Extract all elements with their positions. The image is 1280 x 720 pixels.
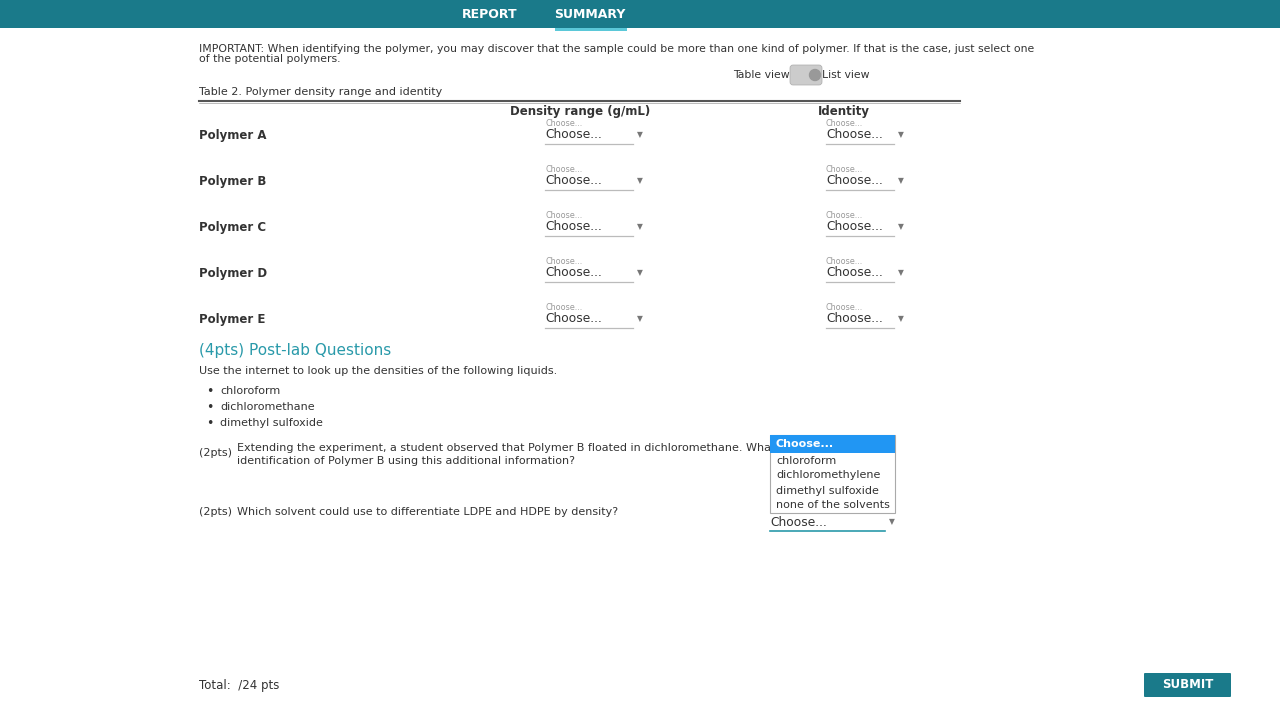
Text: Choose...: Choose... (545, 220, 602, 233)
Text: Extending the experiment, a student observed that Polymer B floated in dichlorom: Extending the experiment, a student obse… (237, 443, 873, 453)
Text: Polymer C: Polymer C (198, 220, 266, 233)
Text: List view: List view (822, 70, 869, 80)
Text: dichloromethylene: dichloromethylene (776, 470, 881, 480)
Text: Choose...: Choose... (771, 516, 827, 528)
Text: Choose...: Choose... (545, 166, 582, 174)
Text: Choose...: Choose... (545, 212, 582, 220)
Text: dimethyl sulfoxide: dimethyl sulfoxide (220, 418, 323, 428)
Text: Table view: Table view (733, 70, 790, 80)
Text: Total:  /24 pts: Total: /24 pts (198, 678, 279, 691)
Bar (771, 435, 895, 513)
Text: Identity: Identity (818, 106, 870, 119)
Text: IMPORTANT: When identifying the polymer, you may discover that the sample could : IMPORTANT: When identifying the polymer,… (198, 44, 1034, 54)
Text: Choose...: Choose... (826, 304, 863, 312)
Text: Choose...: Choose... (826, 266, 883, 279)
Text: dichloromethane: dichloromethane (220, 402, 315, 412)
Text: ▼: ▼ (637, 222, 643, 232)
Text: Choose...: Choose... (826, 220, 883, 233)
Circle shape (809, 70, 820, 81)
Text: of the potential polymers.: of the potential polymers. (198, 54, 340, 64)
Text: Choose...: Choose... (545, 128, 602, 142)
Text: ▼: ▼ (637, 269, 643, 277)
Text: •: • (206, 416, 214, 430)
Text: Polymer E: Polymer E (198, 312, 265, 325)
Text: Polymer D: Polymer D (198, 266, 268, 279)
Text: ▼: ▼ (899, 176, 904, 186)
Text: dimethyl sulfoxide: dimethyl sulfoxide (776, 485, 879, 495)
Text: •: • (206, 400, 214, 413)
Text: chloroform: chloroform (220, 386, 280, 396)
Text: Choose...: Choose... (545, 120, 582, 128)
Text: Choose...: Choose... (545, 266, 602, 279)
Text: ▼: ▼ (637, 315, 643, 323)
Text: none of the solvents: none of the solvents (776, 500, 890, 510)
Text: Choose...: Choose... (826, 174, 883, 187)
Text: Choose...: Choose... (545, 312, 602, 325)
Text: REPORT: REPORT (462, 7, 518, 20)
Text: ▼: ▼ (899, 130, 904, 140)
Text: Which solvent could use to differentiate LDPE and HDPE by density?: Which solvent could use to differentiate… (237, 507, 618, 517)
Text: ▼: ▼ (890, 518, 895, 526)
Text: (2pts): (2pts) (198, 507, 232, 517)
Text: Choose...: Choose... (545, 258, 582, 266)
Text: ▼: ▼ (899, 315, 904, 323)
Text: (2pts): (2pts) (198, 448, 232, 458)
Text: •: • (206, 384, 214, 397)
Text: Choose...: Choose... (826, 312, 883, 325)
Text: chloroform: chloroform (776, 456, 836, 466)
FancyBboxPatch shape (790, 65, 822, 85)
Text: identification of Polymer B using this additional information?: identification of Polymer B using this a… (237, 456, 575, 466)
Text: Choose...: Choose... (826, 212, 863, 220)
Text: ▼: ▼ (899, 222, 904, 232)
Text: SUMMARY: SUMMARY (554, 7, 626, 20)
Text: ▼: ▼ (899, 269, 904, 277)
Text: Table 2. Polymer density range and identity: Table 2. Polymer density range and ident… (198, 87, 443, 97)
Text: (4pts) Post-lab Questions: (4pts) Post-lab Questions (198, 343, 392, 359)
Text: Density range (g/mL): Density range (g/mL) (509, 106, 650, 119)
Text: ▼: ▼ (637, 130, 643, 140)
FancyBboxPatch shape (1144, 673, 1231, 697)
Text: Polymer B: Polymer B (198, 174, 266, 187)
Bar (771, 435, 895, 453)
Text: ▼: ▼ (637, 176, 643, 186)
Text: Choose...: Choose... (826, 258, 863, 266)
Text: Choose...: Choose... (545, 304, 582, 312)
Text: Choose...: Choose... (826, 128, 883, 142)
Text: Use the internet to look up the densities of the following liquids.: Use the internet to look up the densitie… (198, 366, 557, 376)
Bar (0, 0, 1280, 28)
Bar (556, 28, 627, 31)
Text: SUBMIT: SUBMIT (1162, 678, 1213, 691)
Text: Choose...: Choose... (545, 174, 602, 187)
Text: Choose...: Choose... (826, 166, 863, 174)
Text: Choose...: Choose... (826, 120, 863, 128)
Text: Choose...: Choose... (776, 439, 835, 449)
Text: Polymer A: Polymer A (198, 128, 266, 142)
